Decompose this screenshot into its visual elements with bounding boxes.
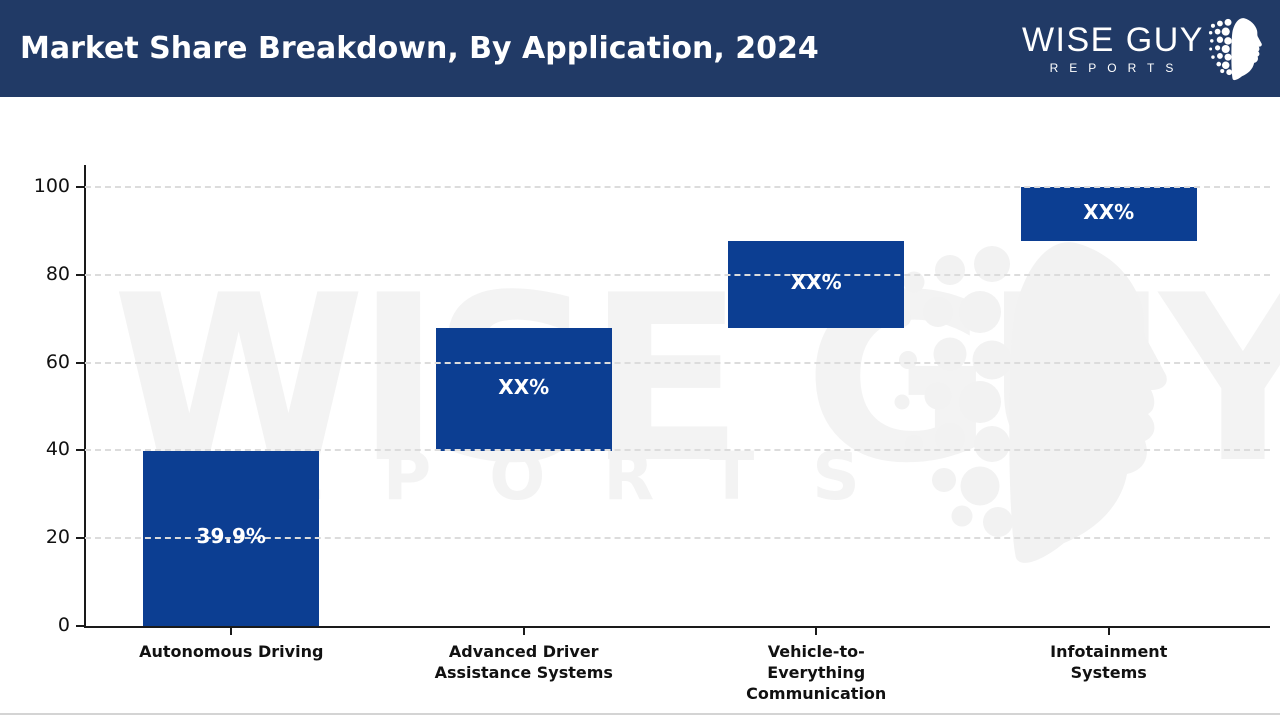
brand-logo-text: WISE GUY REPORTS	[1021, 21, 1204, 75]
y-tick-label: 60	[45, 350, 70, 373]
x-tick-mark	[1107, 628, 1110, 635]
bar-value-label: XX%	[498, 375, 550, 400]
x-category-label: Vehicle-to- Everything Communication	[696, 641, 936, 704]
watermark-head-icon	[893, 242, 1167, 563]
x-category-label: Autonomous Driving	[111, 641, 351, 662]
x-axis-line	[84, 626, 1270, 628]
bar	[435, 327, 612, 451]
y-tick-mark	[76, 361, 85, 364]
gridline-y-80	[85, 273, 1270, 276]
y-tick-label: 0	[57, 614, 70, 636]
gridline-y-20	[85, 537, 1270, 540]
brand-subtitle: REPORTS	[1049, 60, 1185, 75]
x-category-line: Infotainment	[1050, 642, 1168, 661]
bar-value-label: 39.9%	[196, 524, 266, 549]
gridline-y-100	[85, 186, 1270, 188]
y-tick-label: 80	[45, 262, 70, 285]
x-category-line: Vehicle-to-	[767, 642, 865, 661]
x-category-line: Advanced Driver	[448, 642, 599, 661]
brand-name: WISE GUY	[1021, 21, 1204, 60]
y-tick-mark	[76, 449, 85, 452]
x-category-line: Assistance Systems	[434, 663, 613, 682]
footer-divider	[0, 713, 1280, 715]
bar	[728, 240, 905, 328]
x-category-line: Everything	[767, 663, 866, 682]
x-category-label: Advanced Driver Assistance Systems	[404, 641, 644, 683]
bar-value-label: XX%	[790, 270, 842, 295]
y-tick-label: 100	[33, 175, 70, 197]
x-tick-mark	[230, 628, 233, 635]
y-axis-line	[84, 165, 86, 628]
chart-title: Market Share Breakdown, By Application, …	[20, 31, 819, 66]
y-tick-label: 40	[45, 438, 70, 461]
x-tick-mark	[522, 628, 525, 635]
x-category-line: Autonomous Driving	[139, 642, 324, 661]
y-tick-mark	[76, 273, 85, 276]
y-tick-label: 20	[45, 526, 70, 549]
bar	[1020, 187, 1197, 241]
brand-head-icon	[1208, 18, 1262, 81]
bar-value-label: XX%	[1083, 199, 1135, 224]
y-tick-mark	[76, 625, 85, 627]
x-category-line: Communication	[746, 684, 887, 703]
x-category-line: Systems	[1070, 663, 1147, 682]
header-bar: Market Share Breakdown, By Application, …	[0, 0, 1280, 97]
x-category-label: Infotainment Systems	[989, 641, 1229, 683]
brand-logo: WISE GUY REPORTS	[1022, 6, 1264, 92]
y-tick-mark	[76, 186, 85, 188]
gridline-y-40	[85, 449, 1270, 452]
gridline-y-60	[85, 361, 1270, 364]
y-tick-mark	[76, 537, 85, 540]
x-tick-mark	[815, 628, 818, 635]
